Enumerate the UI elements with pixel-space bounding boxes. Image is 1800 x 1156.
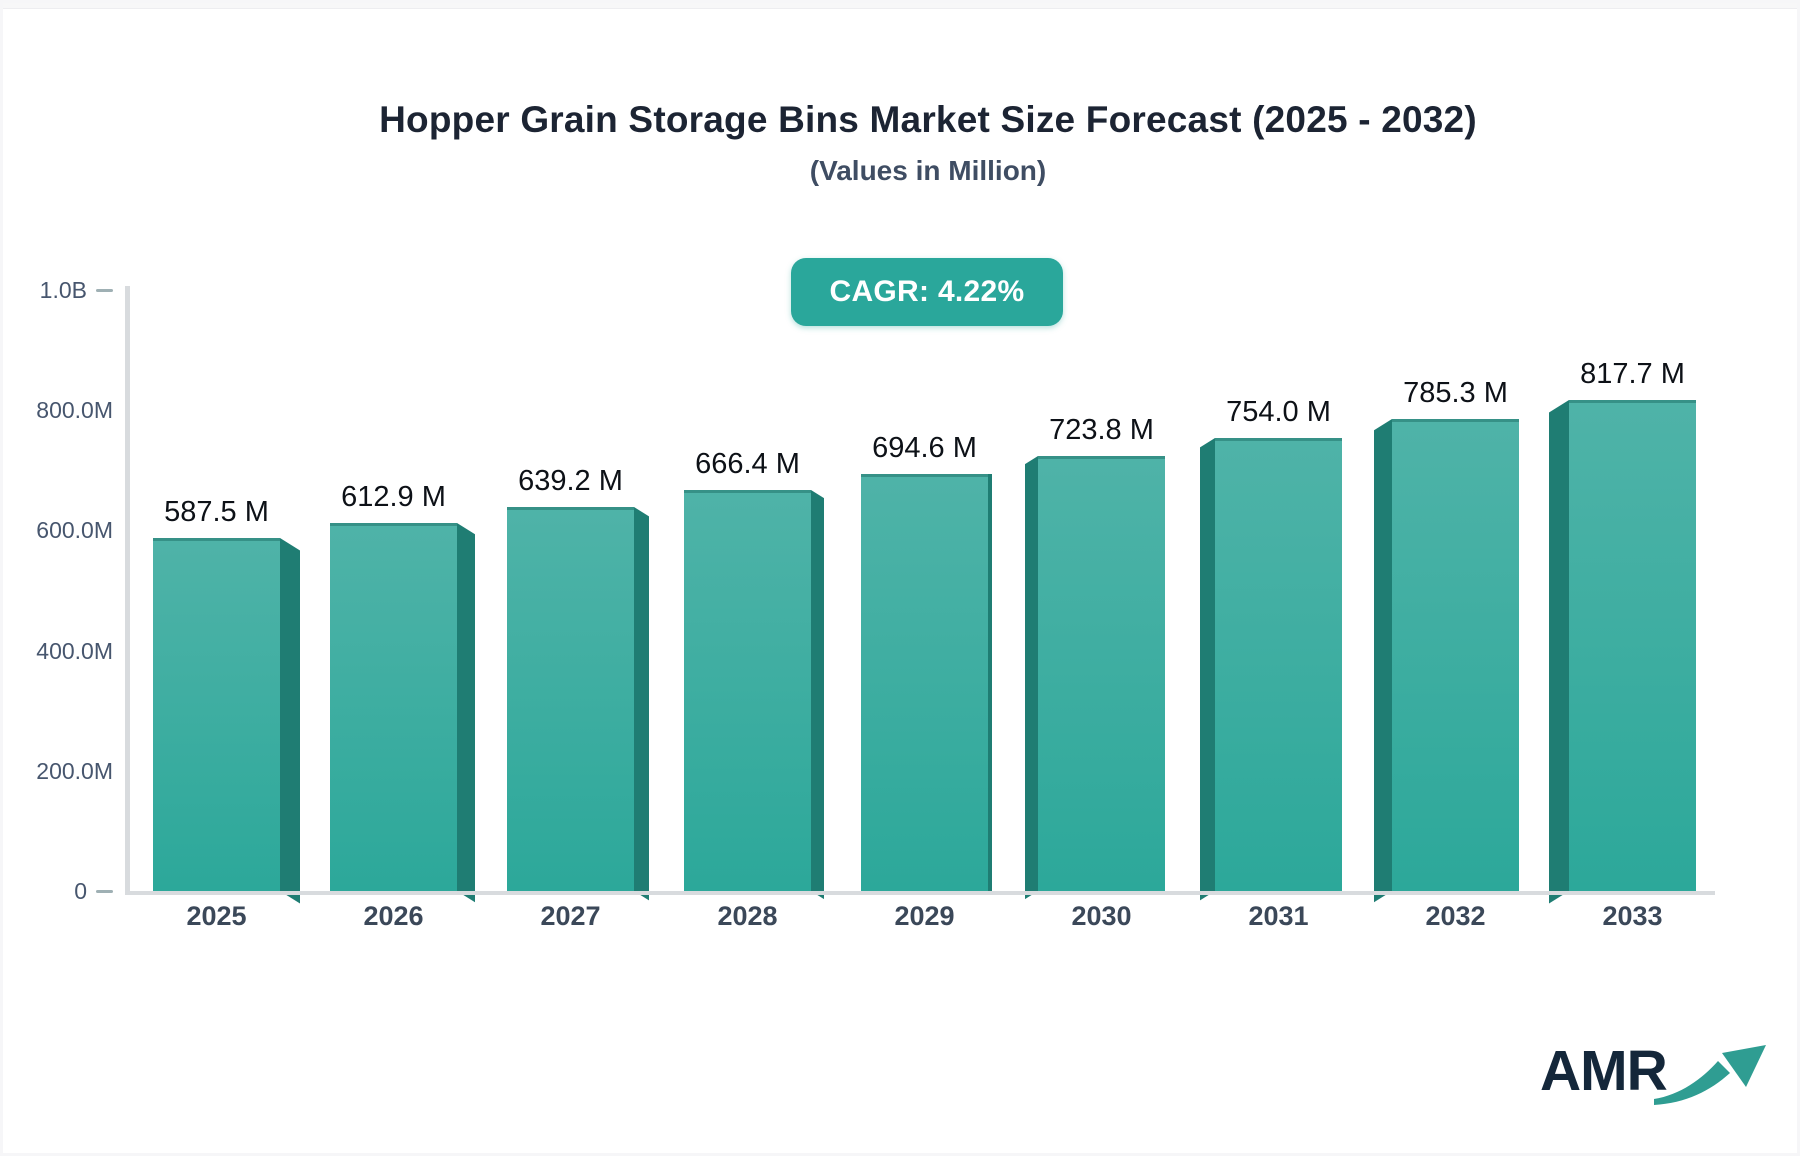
y-tick-text: 400.0M <box>36 637 113 664</box>
top-border-strip <box>3 3 1797 9</box>
bar-face <box>330 523 457 891</box>
x-axis-year-label: 2032 <box>1425 901 1486 931</box>
y-axis-tick-label: 400.0M <box>3 636 113 666</box>
y-tick-text: 0 <box>74 878 87 904</box>
bar-3d-side <box>280 538 300 904</box>
x-axis-year-label: 2026 <box>363 901 424 931</box>
bar-value-label: 639.2 M <box>518 465 623 497</box>
y-axis-tick-label: 800.0M <box>3 395 113 425</box>
bar-face <box>1392 419 1519 891</box>
chart-subtitle: (Values in Million) <box>809 155 1047 186</box>
bar-value-label: 723.8 M <box>1049 414 1154 446</box>
bar-3d-side <box>1549 400 1569 904</box>
y-axis-tick-label: 600.0M <box>3 515 113 545</box>
x-axis-year-label: 2027 <box>540 901 601 931</box>
amr-logo-text: AMR <box>1540 1039 1668 1103</box>
bar-3d-side <box>457 523 475 903</box>
bar-3d-side <box>1374 419 1392 903</box>
y-axis-tick-label: 200.0M <box>3 756 113 786</box>
bar-face <box>1038 456 1165 891</box>
bar-3d-side <box>988 474 992 891</box>
y-axis-tick-label: 1.0B <box>3 275 113 305</box>
bar-value-label: 666.4 M <box>695 448 800 480</box>
bar-face <box>153 538 280 891</box>
bar-3d-side <box>811 490 824 900</box>
x-axis-year-label: 2031 <box>1248 901 1309 931</box>
y-axis-tick-label: 0 <box>3 876 113 906</box>
x-axis-line <box>125 891 1715 895</box>
bar-value-label: 587.5 M <box>164 496 269 528</box>
cagr-badge: CAGR: 4.22% <box>791 258 1063 326</box>
bar-face <box>507 507 634 891</box>
y-tick-dash <box>96 889 113 893</box>
chart-header: Hopper Grain Storage Bins Market Size Fo… <box>53 99 1797 187</box>
x-axis-year-label: 2025 <box>186 901 247 931</box>
y-tick-text: 1.0B <box>39 277 87 303</box>
y-tick-text: 200.0M <box>36 757 113 784</box>
bar-face <box>1569 400 1696 891</box>
bar-value-label: 754.0 M <box>1226 396 1331 428</box>
bar-chart: 1.0B 800.0M 600.0M 400.0M 200.0M 0 587.5 M 202… <box>3 3 1797 1153</box>
y-tick-dash <box>96 288 113 292</box>
bar-value-label: 785.3 M <box>1403 377 1508 409</box>
y-tick-text: 600.0M <box>36 517 113 544</box>
bar-3d-side <box>1025 456 1038 900</box>
amr-logo: AMR <box>1540 1039 1766 1121</box>
bar-value-label: 694.6 M <box>872 432 977 464</box>
bar-face <box>861 474 988 891</box>
cagr-badge-label: CAGR: 4.22% <box>829 275 1025 308</box>
bar-face <box>684 490 811 891</box>
bar-3d-side <box>1200 438 1215 901</box>
amr-logo-arrow-icon <box>1654 1045 1766 1105</box>
y-tick-text: 800.0M <box>36 397 113 424</box>
x-axis-year-label: 2030 <box>1071 901 1132 931</box>
x-axis-year-label: 2029 <box>894 901 955 931</box>
bar-3d-side <box>634 507 649 901</box>
bar-value-label: 817.7 M <box>1580 358 1685 390</box>
y-axis-line <box>125 286 130 895</box>
x-axis-year-label: 2028 <box>717 901 778 931</box>
x-axis-year-label: 2033 <box>1602 901 1663 931</box>
bar-value-label: 612.9 M <box>341 481 446 513</box>
bar-face <box>1215 438 1342 891</box>
chart-title: Hopper Grain Storage Bins Market Size Fo… <box>379 99 1477 140</box>
